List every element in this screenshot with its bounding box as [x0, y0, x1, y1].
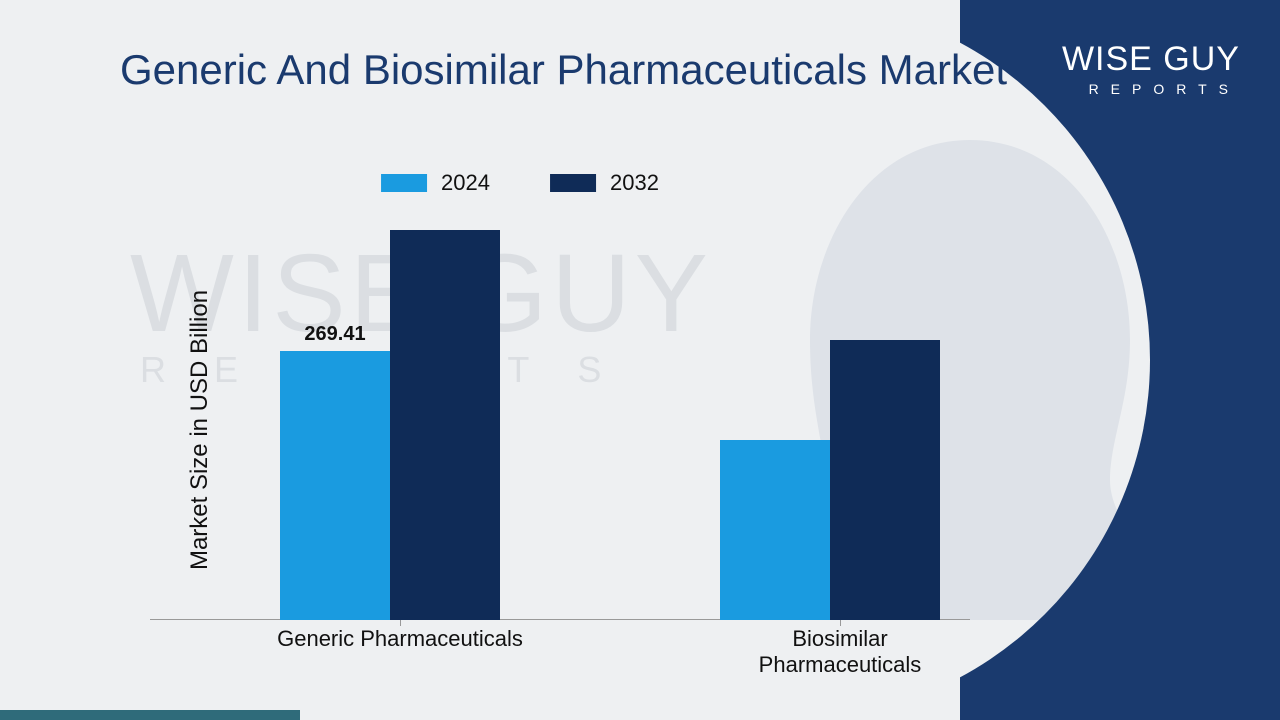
bar	[390, 230, 500, 620]
bottom-accent-bar	[0, 710, 300, 720]
legend-item-2024: 2024	[381, 170, 490, 196]
bar-value-label: 269.41	[304, 323, 365, 346]
brand-logo: WISE GUY REPORTS	[1062, 40, 1240, 97]
x-tick	[400, 620, 401, 626]
bar	[720, 440, 830, 620]
legend-swatch-2032	[550, 174, 596, 192]
legend-label-2024: 2024	[441, 170, 490, 196]
plot-area: 269.41Generic Pharmaceuticals Biosimilar …	[150, 220, 970, 620]
bar-group: Biosimilar Pharmaceuticals	[720, 340, 960, 620]
legend-label-2032: 2032	[610, 170, 659, 196]
bar-group: 269.41Generic Pharmaceuticals	[280, 230, 520, 620]
page-root: WISE GUY REPORTS WISE GUY REPORTS Generi…	[0, 0, 1280, 720]
x-tick	[840, 620, 841, 626]
chart-container: Market Size in USD Billion 2024 2032 269…	[60, 160, 980, 700]
bar	[830, 340, 940, 620]
brand-main-text: WISE GUY	[1062, 40, 1240, 79]
legend-item-2032: 2032	[550, 170, 659, 196]
legend-swatch-2024	[381, 174, 427, 192]
category-label: Biosimilar Pharmaceuticals	[710, 626, 970, 679]
category-label: Generic Pharmaceuticals	[270, 626, 530, 652]
chart-title: Generic And Biosimilar Pharmaceuticals M…	[120, 46, 1007, 94]
bar: 269.41	[280, 351, 390, 620]
brand-sub-text: REPORTS	[1062, 81, 1240, 97]
legend: 2024 2032	[381, 170, 659, 196]
